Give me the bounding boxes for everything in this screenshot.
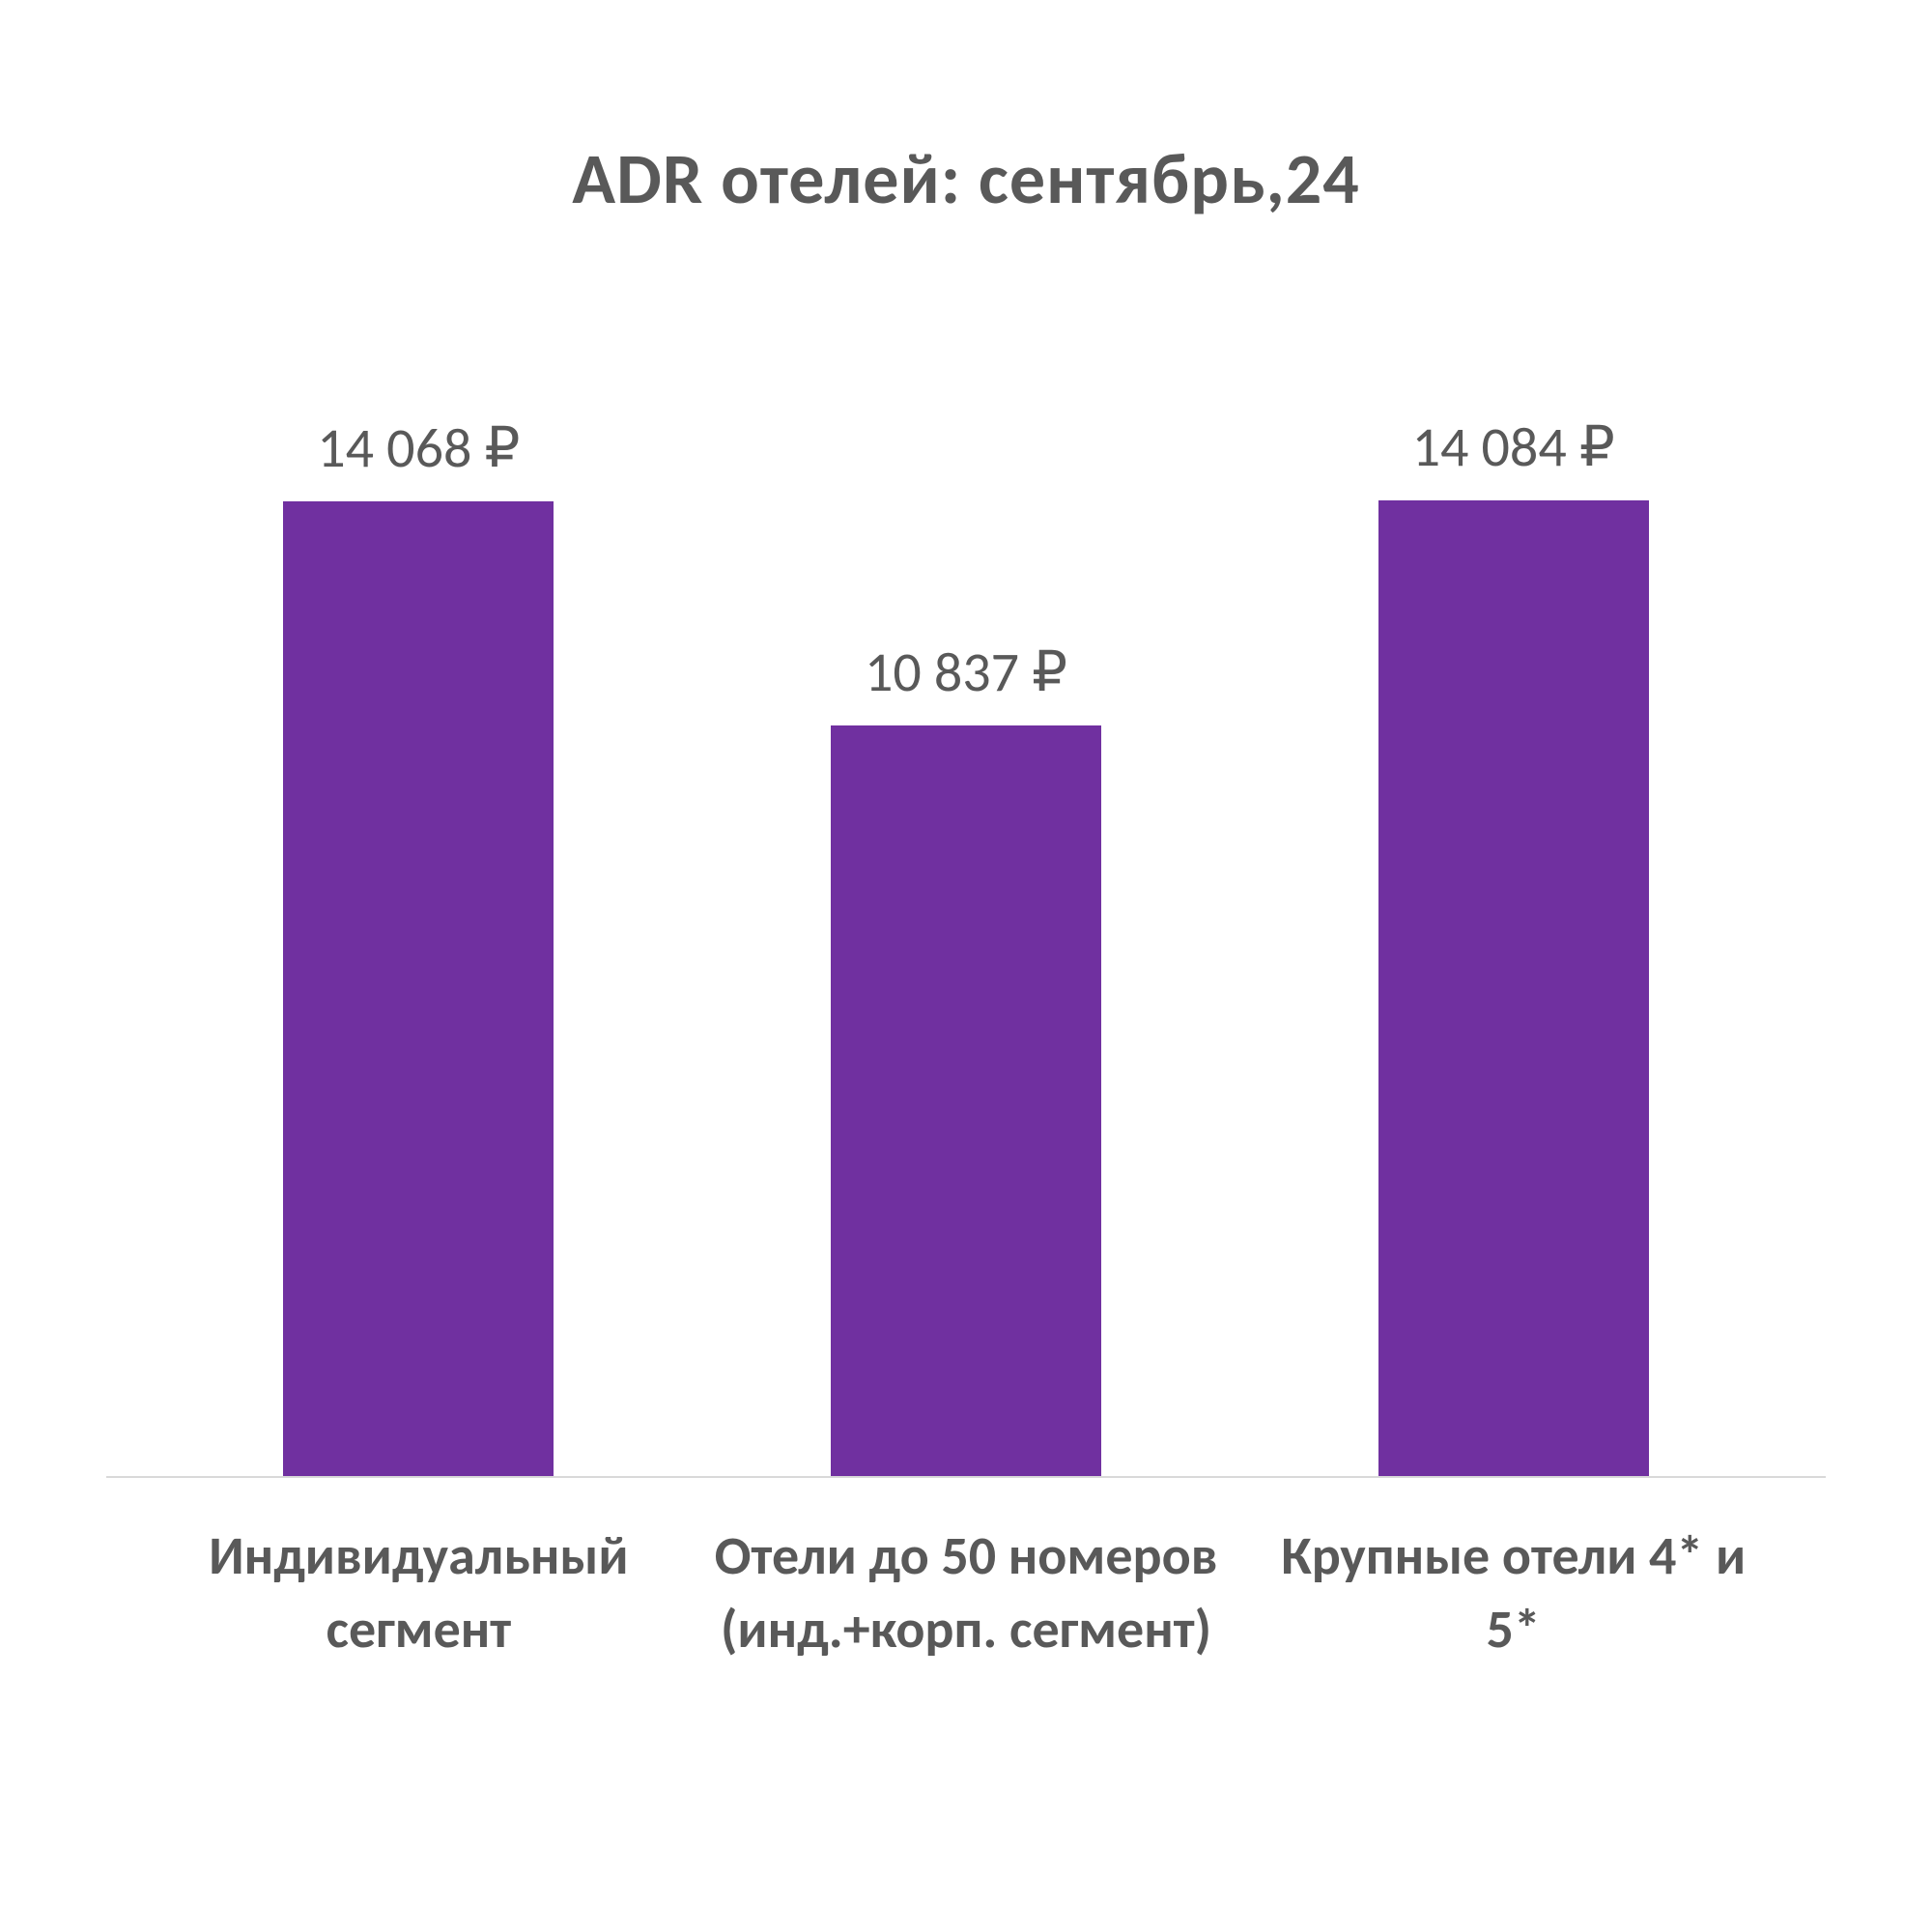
bar-value-label: 14 084 ₽ [1412, 412, 1615, 481]
x-label-small-hotels: Отели до 50 номеров (инд.+корп. сегмент) [693, 1520, 1240, 1666]
chart-title: ADR отелей: сентябрь,24 [106, 135, 1826, 222]
x-label-large-hotels: Крупные отели 4* и 5* [1239, 1520, 1787, 1666]
x-label-line: сегмент [327, 1597, 512, 1662]
bar-group-large-hotels: 14 084 ₽ [1239, 396, 1787, 1476]
bar-small-hotels [831, 725, 1101, 1476]
bar-value-label: 10 837 ₽ [865, 638, 1067, 706]
x-label-line: (инд.+корп. сегмент) [721, 1597, 1211, 1662]
adr-bar-chart: ADR отелей: сентябрь,24 14 068 ₽ 10 837 … [0, 0, 1932, 1932]
x-label-line: Крупные отели 4* и 5* [1281, 1523, 1746, 1662]
x-label-individual: Индивидуальный сегмент [145, 1520, 693, 1666]
bar-group-individual: 14 068 ₽ [145, 396, 693, 1476]
bar-individual [283, 501, 554, 1476]
bar-group-small-hotels: 10 837 ₽ [693, 396, 1240, 1476]
x-label-line: Отели до 50 номеров [715, 1523, 1218, 1589]
plot-area: 14 068 ₽ 10 837 ₽ 14 084 ₽ [106, 396, 1826, 1478]
x-axis-labels: Индивидуальный сегмент Отели до 50 номер… [106, 1478, 1826, 1666]
bar-large-hotels [1378, 500, 1649, 1476]
x-label-line: Индивидуальный [209, 1523, 628, 1589]
bar-value-label: 14 068 ₽ [317, 413, 520, 482]
